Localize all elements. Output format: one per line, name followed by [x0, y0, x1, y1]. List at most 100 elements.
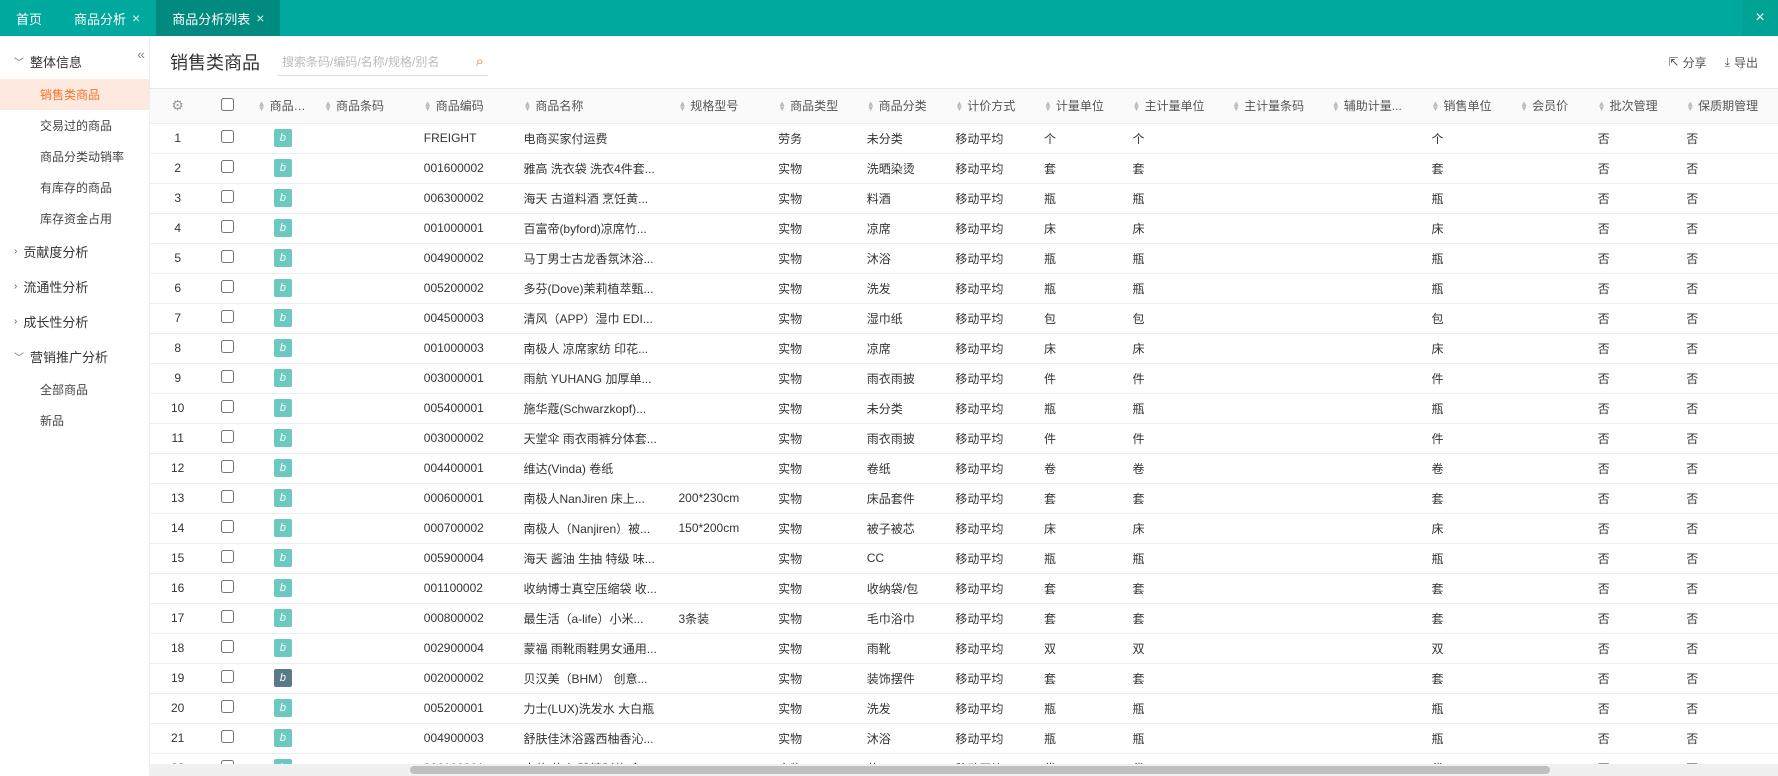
sidebar-group-title[interactable]: ›成长性分析 [0, 304, 149, 339]
row-checkbox[interactable] [221, 550, 234, 563]
scrollbar-thumb[interactable] [410, 766, 1550, 774]
table-row[interactable]: 6b005200002多芬(Dove)茉莉植萃甄...实物洗发移动平均瓶瓶瓶否否 [150, 273, 1778, 303]
row-checkbox[interactable] [221, 520, 234, 533]
table-row[interactable]: 4b001000001百富帝(byford)凉席竹...实物凉席移动平均床床床否… [150, 213, 1778, 243]
table-row[interactable]: 19b002000002贝汉美（BHM） 创意...实物装饰摆件移动平均套套套否… [150, 663, 1778, 693]
cell-spec [670, 123, 770, 153]
tab[interactable]: 首页 [0, 0, 58, 36]
row-checkbox[interactable] [221, 640, 234, 653]
column-header[interactable]: ▲▼会员价 [1512, 89, 1590, 123]
row-checkbox[interactable] [221, 190, 234, 203]
table-row[interactable]: 7b004500003清风（APP）湿巾 EDI...实物湿巾纸移动平均包包包否… [150, 303, 1778, 333]
table-row[interactable]: 15b005900004海天 酱油 生抽 特级 味...实物CC移动平均瓶瓶瓶否… [150, 543, 1778, 573]
sort-icon: ▲▼ [523, 102, 531, 112]
sidebar-item[interactable]: 交易过的商品 [0, 110, 149, 141]
row-checkbox[interactable] [221, 310, 234, 323]
row-checkbox[interactable] [221, 580, 234, 593]
table-row[interactable]: 8b001000003南极人 凉席家纺 印花...实物凉席移动平均床床床否否 [150, 333, 1778, 363]
row-checkbox[interactable] [221, 340, 234, 353]
tab[interactable]: 商品分析列表× [156, 0, 280, 36]
column-header[interactable]: ▲▼主计量条码 [1224, 89, 1324, 123]
column-header[interactable]: ▲▼商品编码 [416, 89, 516, 123]
tab[interactable]: 商品分析× [58, 0, 156, 36]
sidebar-item[interactable]: 库存资金占用 [0, 203, 149, 234]
share-button[interactable]: ⇱ 分享 [1669, 54, 1707, 71]
column-header[interactable]: ▲▼计量单位 [1036, 89, 1125, 123]
row-checkbox[interactable] [221, 430, 234, 443]
sidebar-item[interactable]: 新品 [0, 405, 149, 436]
row-checkbox[interactable] [221, 700, 234, 713]
cell-main-unit: 床 [1125, 213, 1225, 243]
row-checkbox[interactable] [221, 280, 234, 293]
sidebar-collapse-icon[interactable]: « [137, 46, 145, 62]
column-label: 计量单位 [1056, 99, 1104, 113]
sidebar-group-title[interactable]: ﹀整体信息 [0, 44, 149, 79]
cell-aux-unit [1324, 333, 1424, 363]
table-row[interactable]: 2b001600002雅高 洗衣袋 洗衣4件套...实物洗晒染烫移动平均套套套否… [150, 153, 1778, 183]
sidebar-group-title[interactable]: ›贡献度分析 [0, 234, 149, 269]
search-icon[interactable]: ⌕ [476, 53, 484, 70]
row-checkbox[interactable] [221, 250, 234, 263]
table-row[interactable]: 14b000700002南极人（Nanjiren）被...150*200cm实物… [150, 513, 1778, 543]
sidebar-item[interactable]: 全部商品 [0, 374, 149, 405]
row-checkbox[interactable] [221, 460, 234, 473]
cell-member-price [1512, 483, 1590, 513]
table-row[interactable]: 10b005400001施华蔻(Schwarzkopf)...实物未分类移动平均… [150, 393, 1778, 423]
column-header[interactable]: ▲▼规格型号 [670, 89, 770, 123]
row-checkbox[interactable] [221, 610, 234, 623]
close-all-tabs[interactable]: × [1742, 0, 1778, 36]
column-header[interactable]: ▲▼销售单位 [1424, 89, 1513, 123]
table-row[interactable]: 20b005200001力士(LUX)洗发水 大白瓶实物洗发移动平均瓶瓶瓶否否 [150, 693, 1778, 723]
column-header[interactable]: ▲▼商品名称 [515, 89, 670, 123]
table-row[interactable]: 1bFREIGHT电商买家付运费劳务未分类移动平均个个个否否 [150, 123, 1778, 153]
column-header[interactable]: ▲▼商品类型 [770, 89, 859, 123]
table-row[interactable]: 3b006300002海天 古道料酒 烹饪黄...实物料酒移动平均瓶瓶瓶否否 [150, 183, 1778, 213]
cell-type: 实物 [770, 513, 859, 543]
cell-main-barcode [1224, 213, 1324, 243]
table-row[interactable]: 12b004400001维达(Vinda) 卷纸实物卷纸移动平均卷卷卷否否 [150, 453, 1778, 483]
cell-name: 维达(Vinda) 卷纸 [515, 453, 670, 483]
sidebar-item[interactable]: 有库存的商品 [0, 172, 149, 203]
table-row[interactable]: 9b003000001雨航 YUHANG 加厚单...实物雨衣雨披移动平均件件件… [150, 363, 1778, 393]
row-checkbox[interactable] [221, 670, 234, 683]
search-input[interactable] [278, 48, 488, 76]
sidebar-item[interactable]: 商品分类动销率 [0, 141, 149, 172]
table-row[interactable]: 13b000600001南极人NanJiren 床上...200*230cm实物… [150, 483, 1778, 513]
table-row[interactable]: 22b006100001中盐 盐 加碘精制盐 食...实物盐移动平均袋袋袋否否 [150, 753, 1778, 764]
export-button[interactable]: ⤓ 导出 [1725, 54, 1758, 71]
table-row[interactable]: 17b000800002最生活（a-life）小米...3条装实物毛巾浴巾移动平… [150, 603, 1778, 633]
column-header[interactable]: ▲▼批次管理 [1590, 89, 1679, 123]
table-row[interactable]: 5b004900002马丁男士古龙香氛沐浴...实物沐浴移动平均瓶瓶瓶否否 [150, 243, 1778, 273]
column-header[interactable]: ▲▼主计量单位 [1125, 89, 1225, 123]
column-header[interactable]: ▲▼计价方式 [947, 89, 1036, 123]
column-header[interactable]: ▲▼辅助计量... [1324, 89, 1424, 123]
checkbox-header[interactable] [205, 89, 249, 123]
table-row[interactable]: 18b002900004蒙福 雨靴雨鞋男女通用...实物雨靴移动平均双双双否否 [150, 633, 1778, 663]
cell-sale-unit: 套 [1424, 153, 1513, 183]
row-checkbox[interactable] [221, 490, 234, 503]
sidebar-group-label: 贡献度分析 [23, 242, 88, 261]
table-row[interactable]: 16b001100002收纳博士真空压缩袋 收...实物收纳袋/包移动平均套套套… [150, 573, 1778, 603]
row-checkbox[interactable] [221, 730, 234, 743]
select-all-checkbox[interactable] [221, 98, 234, 111]
table-wrap[interactable]: ⚙ ▲▼商品图片▲▼商品条码▲▼商品编码▲▼商品名称▲▼规格型号▲▼商品类型▲▼… [150, 88, 1778, 764]
settings-header[interactable]: ⚙ [150, 89, 205, 123]
sidebar-group-title[interactable]: ›流通性分析 [0, 269, 149, 304]
row-checkbox[interactable] [221, 160, 234, 173]
column-header[interactable]: ▲▼商品图片 [250, 89, 316, 123]
table-row[interactable]: 11b003000002天堂伞 雨衣雨裤分体套...实物雨衣雨披移动平均件件件否… [150, 423, 1778, 453]
column-header[interactable]: ▲▼保质期管理 [1678, 89, 1778, 123]
cell-category: 沐浴 [859, 243, 948, 273]
column-header[interactable]: ▲▼商品条码 [316, 89, 416, 123]
table-row[interactable]: 21b004900003舒肤佳沐浴露西柚香沁...实物沐浴移动平均瓶瓶瓶否否 [150, 723, 1778, 753]
row-checkbox[interactable] [221, 370, 234, 383]
horizontal-scrollbar[interactable] [150, 764, 1778, 776]
column-header[interactable]: ▲▼商品分类 [859, 89, 948, 123]
row-checkbox[interactable] [221, 130, 234, 143]
row-checkbox[interactable] [221, 400, 234, 413]
tab-close-icon[interactable]: × [132, 11, 140, 25]
sidebar-item[interactable]: 销售类商品 [0, 79, 149, 110]
sidebar-group-title[interactable]: ﹀营销推广分析 [0, 339, 149, 374]
tab-close-icon[interactable]: × [256, 11, 264, 25]
row-checkbox[interactable] [221, 220, 234, 233]
